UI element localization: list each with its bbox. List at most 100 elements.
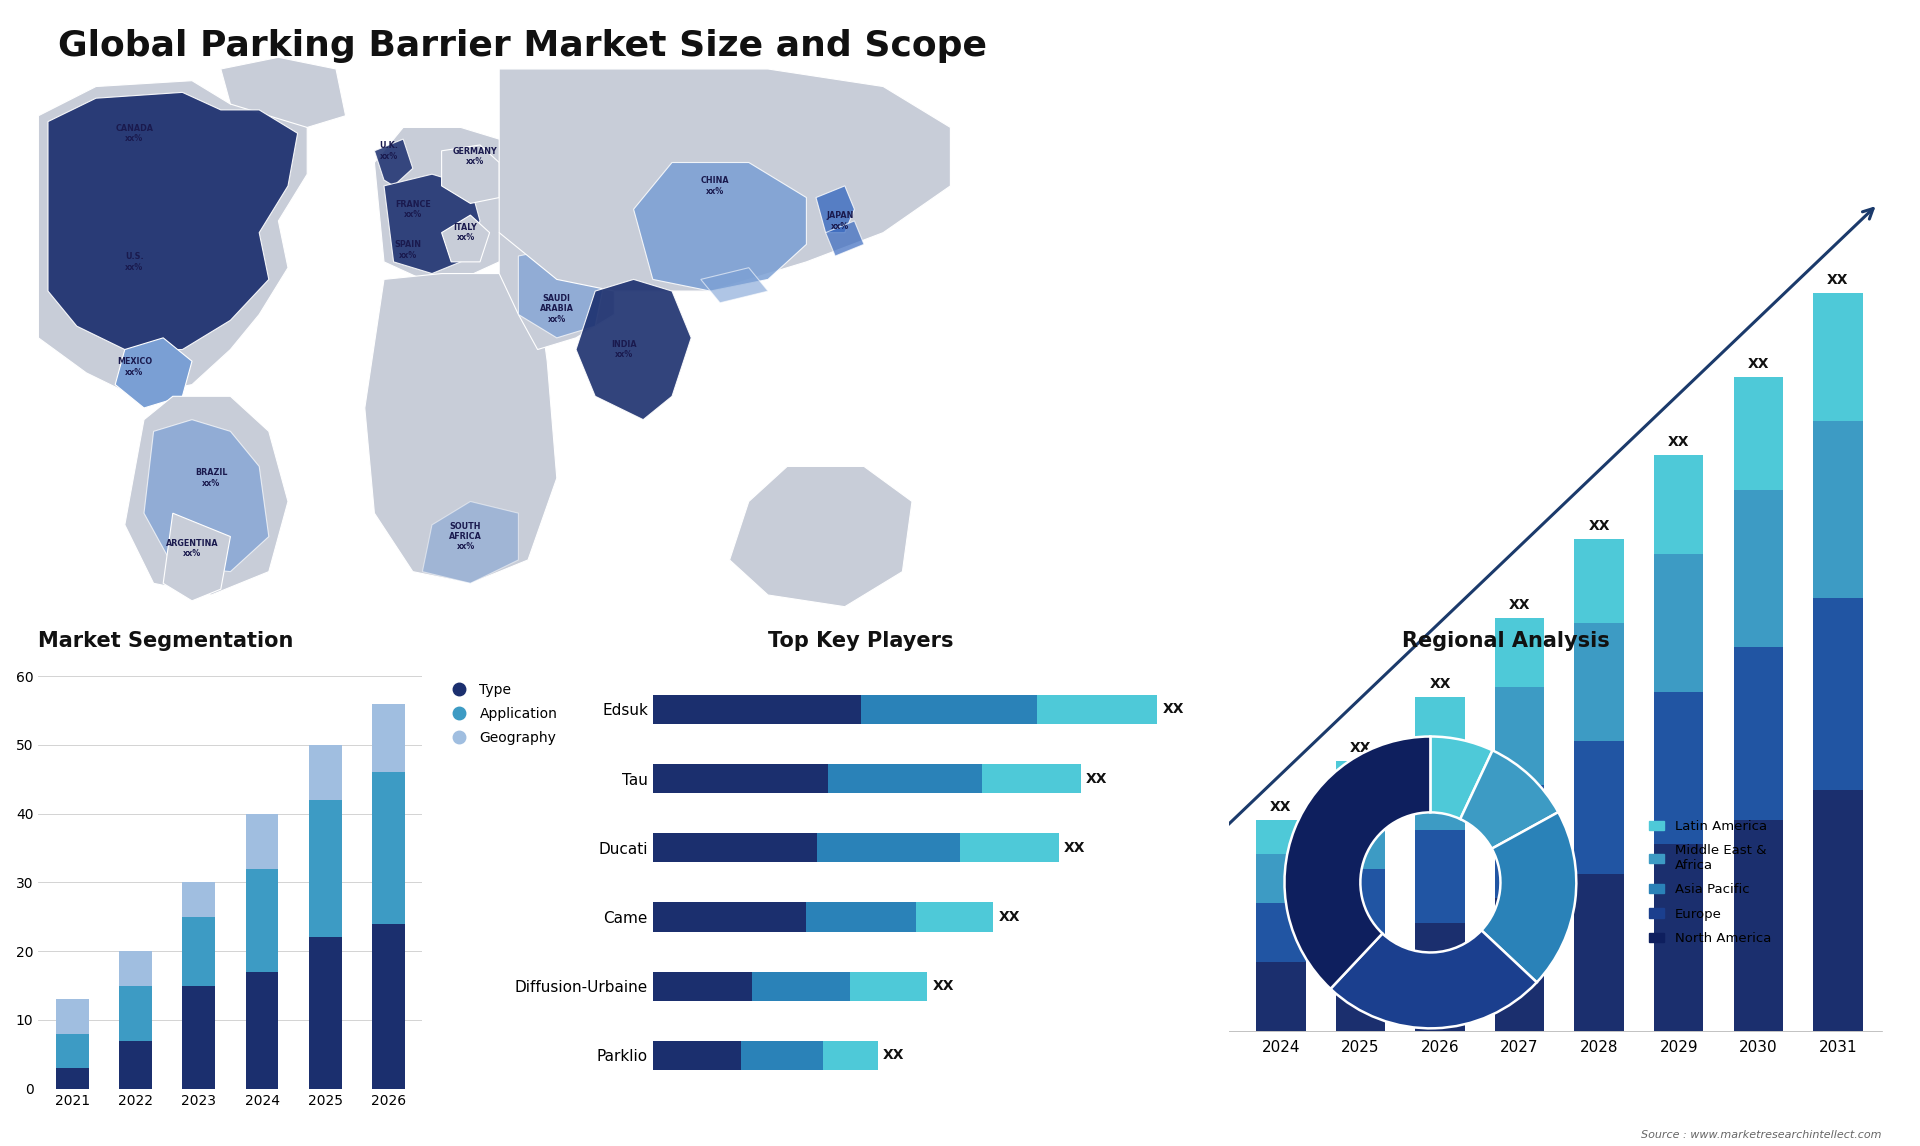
Polygon shape (576, 280, 691, 419)
Text: XX: XX (1588, 519, 1609, 533)
Polygon shape (634, 163, 806, 291)
Bar (1256, 854, 1306, 903)
Polygon shape (374, 139, 413, 186)
Polygon shape (38, 80, 307, 397)
Bar (246, 972, 278, 1089)
Bar (1574, 741, 1624, 874)
Bar (960, 833, 1058, 862)
Text: MEXICO
xx%: MEXICO xx% (117, 358, 152, 377)
Bar (1336, 804, 1384, 869)
Bar (1574, 622, 1624, 741)
Text: Source : www.marketresearchintellect.com: Source : www.marketresearchintellect.com (1642, 1130, 1882, 1140)
Bar (806, 903, 916, 932)
Text: XX: XX (998, 910, 1020, 924)
Bar (372, 704, 405, 772)
Bar (741, 1041, 824, 1070)
Polygon shape (730, 466, 912, 606)
Bar (1415, 751, 1465, 830)
Bar (1336, 869, 1384, 943)
Bar (1496, 898, 1544, 1031)
Bar (1415, 923, 1465, 1031)
Text: XX: XX (1428, 676, 1452, 691)
Text: XX: XX (1350, 740, 1371, 755)
Bar (1653, 455, 1703, 554)
Bar (1256, 819, 1306, 854)
Bar (1415, 697, 1465, 751)
Text: INDIA
xx%: INDIA xx% (611, 340, 637, 359)
Polygon shape (499, 233, 614, 350)
Text: XX: XX (1747, 356, 1768, 370)
Bar (851, 972, 927, 1000)
Bar (1018, 1007, 1068, 1031)
Text: ITALY
xx%: ITALY xx% (453, 223, 478, 242)
Bar (56, 1068, 88, 1089)
Bar (1096, 943, 1146, 967)
Text: XX: XX (1509, 598, 1530, 612)
Polygon shape (374, 127, 538, 280)
Bar (862, 694, 1037, 724)
Legend: Type, Application, Geography: Type, Application, Geography (445, 683, 557, 745)
Bar (824, 1041, 877, 1070)
Text: Regional Analysis: Regional Analysis (1402, 631, 1609, 651)
Bar (653, 764, 828, 793)
Bar (1734, 377, 1784, 489)
Bar (751, 972, 851, 1000)
Polygon shape (422, 502, 518, 583)
Text: XX: XX (1164, 702, 1185, 716)
Bar (1496, 686, 1544, 785)
Bar (1415, 830, 1465, 923)
Bar (981, 764, 1081, 793)
Bar (182, 917, 215, 986)
Bar (653, 972, 751, 1000)
Text: Market Segmentation: Market Segmentation (38, 631, 294, 651)
Text: XX: XX (1271, 800, 1292, 814)
Bar (1734, 489, 1784, 647)
Text: XX: XX (1064, 841, 1085, 855)
Bar (1496, 618, 1544, 686)
Polygon shape (115, 338, 192, 408)
Bar (1096, 997, 1146, 1031)
Polygon shape (816, 186, 854, 233)
Bar (56, 1034, 88, 1068)
Text: Global Parking Barrier Market Size and Scope: Global Parking Barrier Market Size and S… (58, 29, 987, 63)
Bar (1018, 972, 1068, 987)
Bar (653, 694, 862, 724)
Polygon shape (442, 215, 490, 261)
Bar (309, 745, 342, 800)
Bar (1177, 982, 1227, 1031)
Bar (1096, 928, 1146, 943)
Text: BRAZIL
xx%: BRAZIL xx% (196, 469, 227, 488)
Bar (1018, 987, 1068, 1007)
Polygon shape (499, 69, 950, 291)
Bar (653, 1041, 741, 1070)
Bar (1096, 967, 1146, 997)
Bar (1812, 790, 1862, 1031)
Bar (182, 882, 215, 917)
Bar (1734, 819, 1784, 1031)
Polygon shape (518, 244, 605, 338)
Text: XX: XX (883, 1049, 904, 1062)
Bar (1496, 785, 1544, 898)
Polygon shape (701, 268, 768, 303)
Bar (1177, 879, 1227, 903)
Bar (1018, 963, 1068, 972)
Text: XX: XX (1828, 273, 1849, 286)
Bar (1336, 761, 1384, 804)
Text: XX: XX (933, 979, 954, 994)
Bar (119, 1041, 152, 1089)
Text: GERMANY
xx%: GERMANY xx% (453, 147, 497, 166)
Polygon shape (442, 146, 499, 204)
Bar (372, 924, 405, 1089)
Text: Top Key Players: Top Key Players (768, 631, 954, 651)
Legend: Latin America, Middle East &
Africa, Asia Pacific, Europe, North America: Latin America, Middle East & Africa, Asi… (1649, 821, 1772, 944)
Bar (1256, 963, 1306, 1031)
Text: ARGENTINA
xx%: ARGENTINA xx% (165, 539, 219, 558)
Bar (246, 869, 278, 972)
Bar (1336, 943, 1384, 1031)
Bar (1812, 293, 1862, 421)
Text: XX: XX (1087, 771, 1108, 786)
Bar (119, 986, 152, 1041)
Polygon shape (365, 274, 557, 583)
Bar (182, 986, 215, 1089)
Text: SPAIN
xx%: SPAIN xx% (394, 241, 422, 260)
